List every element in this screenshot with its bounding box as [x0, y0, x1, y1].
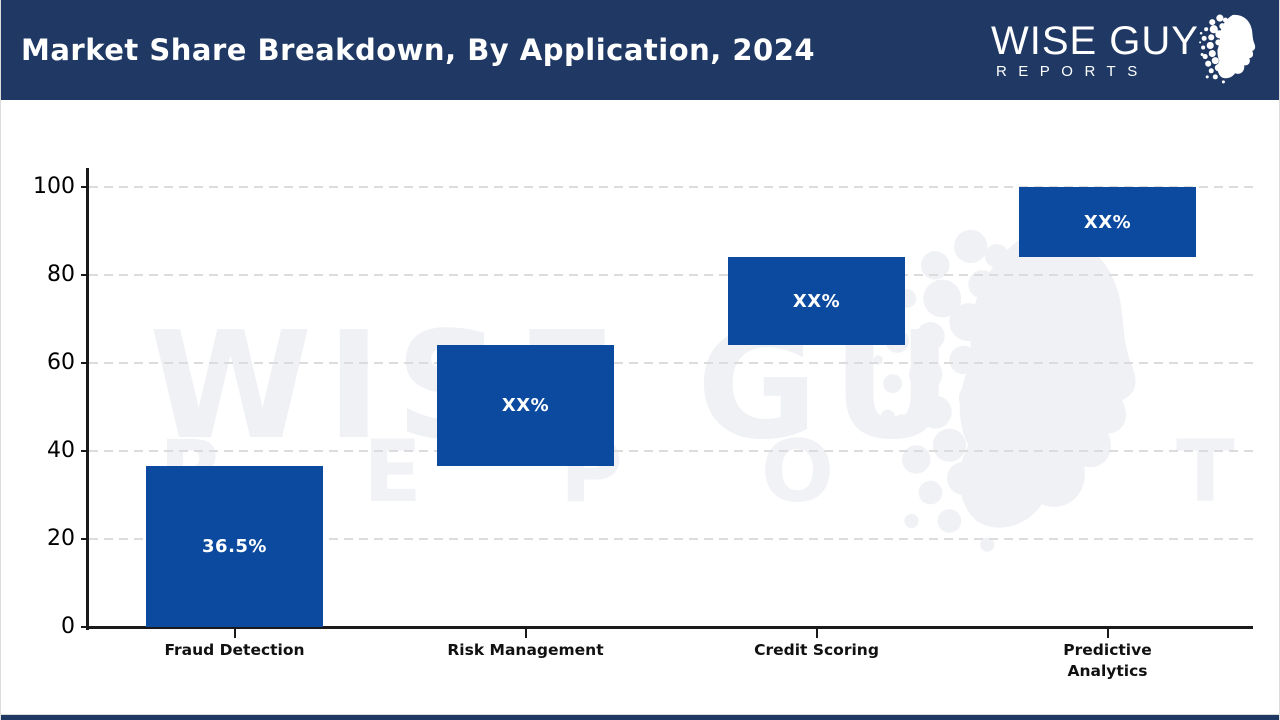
y-tick-40 [81, 450, 89, 452]
wise-guy-logo: WISE GUY REPORTS [991, 12, 1263, 88]
y-tick-20 [81, 538, 89, 540]
footer-divider [1, 714, 1279, 715]
bar-value-label: XX% [792, 290, 841, 312]
gridline-60 [89, 362, 1253, 364]
y-tick-label-100: 100 [33, 174, 75, 199]
page-title: Market Share Breakdown, By Application, … [21, 33, 816, 67]
bar-credit-scoring: XX% [728, 257, 905, 346]
y-axis-line [86, 168, 89, 630]
bar-risk-management: XX% [437, 345, 614, 467]
gridline-20 [89, 538, 1253, 540]
bar-value-label: 36.5% [202, 536, 267, 558]
x-category-label: Credit Scoring [754, 641, 879, 659]
bar-predictive-analytics: XX% [1019, 187, 1196, 258]
x-tick-3 [1106, 629, 1109, 638]
y-tick-0 [81, 626, 89, 628]
y-tick-60 [81, 362, 89, 364]
bar-value-label: XX% [501, 395, 550, 417]
y-tick-80 [81, 274, 89, 276]
y-tick-100 [81, 186, 89, 188]
bar-fraud-detection: 36.5% [146, 466, 323, 627]
logo-text: WISE GUY REPORTS [991, 21, 1199, 79]
x-tick-0 [233, 629, 236, 638]
x-category-label: Fraud Detection [164, 641, 305, 659]
footer-bar [1, 715, 1279, 720]
logo-wordmark: WISE GUY [990, 19, 1199, 63]
gridline-80 [89, 274, 1253, 276]
x-tick-1 [524, 629, 527, 638]
y-tick-label-40: 40 [47, 438, 75, 463]
bar-value-label: XX% [1083, 211, 1132, 233]
y-tick-label-20: 20 [47, 526, 75, 551]
y-tick-label-80: 80 [47, 262, 75, 287]
gridline-100 [89, 186, 1253, 188]
y-tick-label-60: 60 [47, 350, 75, 375]
header: Market Share Breakdown, By Application, … [1, 0, 1279, 100]
gridline-40 [89, 450, 1253, 452]
x-category-label: Risk Management [447, 641, 604, 659]
logo-subtitle: REPORTS [995, 63, 1149, 80]
y-tick-label-0: 0 [61, 614, 75, 639]
x-tick-2 [815, 629, 818, 638]
x-category-label: Predictive Analytics [1063, 641, 1152, 680]
x-axis-line [86, 626, 1253, 629]
